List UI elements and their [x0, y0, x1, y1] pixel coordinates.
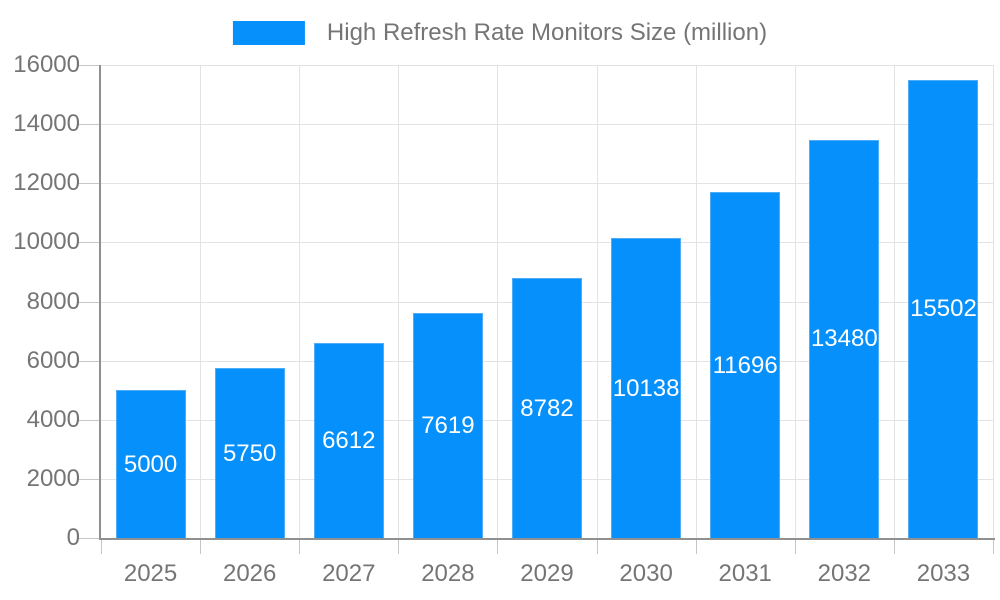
legend-label: High Refresh Rate Monitors Size (million… — [326, 19, 768, 46]
x-axis-label: 2029 — [520, 560, 574, 587]
grid-line-horizontal — [101, 124, 993, 126]
legend-swatch — [232, 21, 305, 45]
x-axis-tick — [893, 538, 895, 554]
y-axis-label: 8000 — [26, 287, 80, 315]
x-axis-label: 2026 — [222, 560, 277, 587]
bar[interactable]: 8782 — [512, 278, 582, 538]
grid-line-vertical — [497, 65, 499, 538]
x-axis-tick — [299, 538, 301, 554]
bar[interactable]: 5000 — [115, 390, 186, 538]
bar-value-label: 6612 — [322, 426, 376, 454]
grid-line-vertical — [993, 65, 994, 538]
bar[interactable]: 10138 — [611, 238, 682, 538]
grid-line-horizontal — [101, 183, 993, 185]
y-axis-label: 0 — [66, 524, 80, 551]
y-axis-label: 12000 — [13, 169, 80, 197]
x-axis-label: 2025 — [123, 560, 178, 587]
grid-line-vertical — [200, 65, 202, 538]
y-axis-label: 16000 — [13, 51, 80, 78]
bar[interactable]: 6612 — [313, 342, 384, 538]
legend-item[interactable]: High Refresh Rate Monitors Size (million… — [232, 19, 768, 47]
y-axis-label: 4000 — [26, 405, 80, 433]
grid-line-vertical — [695, 65, 697, 538]
y-axis-tick — [78, 301, 99, 303]
x-axis-tick — [200, 538, 202, 554]
y-axis-line — [99, 65, 101, 540]
x-axis-label: 2033 — [916, 560, 971, 587]
y-axis-tick — [78, 65, 99, 66]
bar-value-label: 5750 — [222, 439, 277, 467]
grid-line-vertical — [893, 65, 895, 538]
grid-line-vertical — [398, 65, 400, 538]
y-axis-label: 10000 — [13, 228, 80, 256]
bar[interactable]: 5750 — [214, 368, 285, 538]
bar-value-label: 10138 — [612, 374, 680, 402]
bar-value-label: 15502 — [910, 295, 977, 323]
x-axis-label: 2030 — [619, 560, 673, 587]
x-axis-tick — [101, 538, 102, 554]
x-axis-label: 2032 — [817, 560, 872, 587]
bar-value-label: 11696 — [712, 351, 778, 379]
y-axis-tick — [78, 360, 99, 362]
bar[interactable]: 7619 — [412, 312, 483, 538]
bar-value-label: 8782 — [520, 394, 574, 422]
y-axis-label: 2000 — [26, 464, 80, 492]
grid-line-vertical — [596, 65, 598, 538]
bar-value-label: 13480 — [810, 325, 878, 353]
x-axis-label: 2028 — [421, 560, 475, 587]
y-axis-tick — [78, 183, 99, 185]
x-axis-line — [99, 538, 995, 540]
x-axis-tick — [497, 538, 499, 554]
x-axis-tick — [993, 538, 994, 554]
x-axis-label: 2031 — [718, 560, 772, 587]
bar-value-label: 7619 — [421, 411, 475, 439]
bar[interactable]: 15502 — [908, 79, 979, 538]
x-axis-label: 2027 — [322, 560, 376, 587]
y-axis-label: 14000 — [13, 110, 80, 138]
x-axis-tick — [596, 538, 598, 554]
y-axis-label: 6000 — [26, 346, 80, 374]
y-axis-tick — [78, 478, 99, 480]
y-axis-tick — [78, 419, 99, 421]
y-axis-tick — [78, 242, 99, 244]
grid-line-horizontal — [101, 242, 993, 244]
bar[interactable]: 11696 — [710, 192, 781, 538]
bar-value-label: 5000 — [123, 450, 178, 478]
plot-area: 0 2000 4000 6000 8000 10000 12000 14000 16000 202… — [13, 53, 995, 587]
grid-line-horizontal — [101, 65, 993, 66]
y-axis-tick — [78, 124, 99, 126]
grid-line-vertical — [299, 65, 301, 538]
x-axis-tick — [398, 538, 400, 554]
bar[interactable]: 13480 — [809, 139, 880, 538]
grid-line-vertical — [794, 65, 796, 538]
y-axis-tick — [78, 538, 99, 539]
x-axis-tick — [695, 538, 697, 554]
x-axis-tick — [794, 538, 796, 554]
